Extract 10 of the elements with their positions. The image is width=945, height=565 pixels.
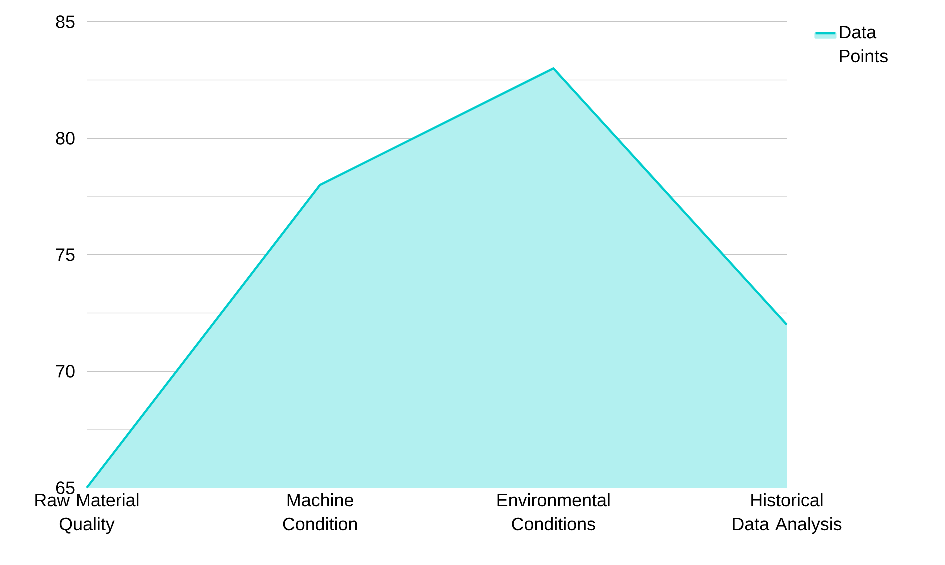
- y-tick-label: 75: [56, 248, 75, 262]
- x-tick-label: Environmental Conditions: [498, 494, 610, 531]
- x-tick-label: Raw Material Quality: [36, 494, 139, 534]
- y-tick-label: 85: [56, 16, 75, 28]
- y-tick-label: 65: [56, 482, 75, 494]
- y-tick-label: 80: [56, 132, 75, 145]
- y-tick-label: 70: [56, 365, 75, 378]
- legend-label: Data Points: [840, 26, 888, 63]
- x-tick-label: Historical Data Analysis: [733, 494, 842, 534]
- x-tick-label: Machine Condition: [283, 494, 358, 531]
